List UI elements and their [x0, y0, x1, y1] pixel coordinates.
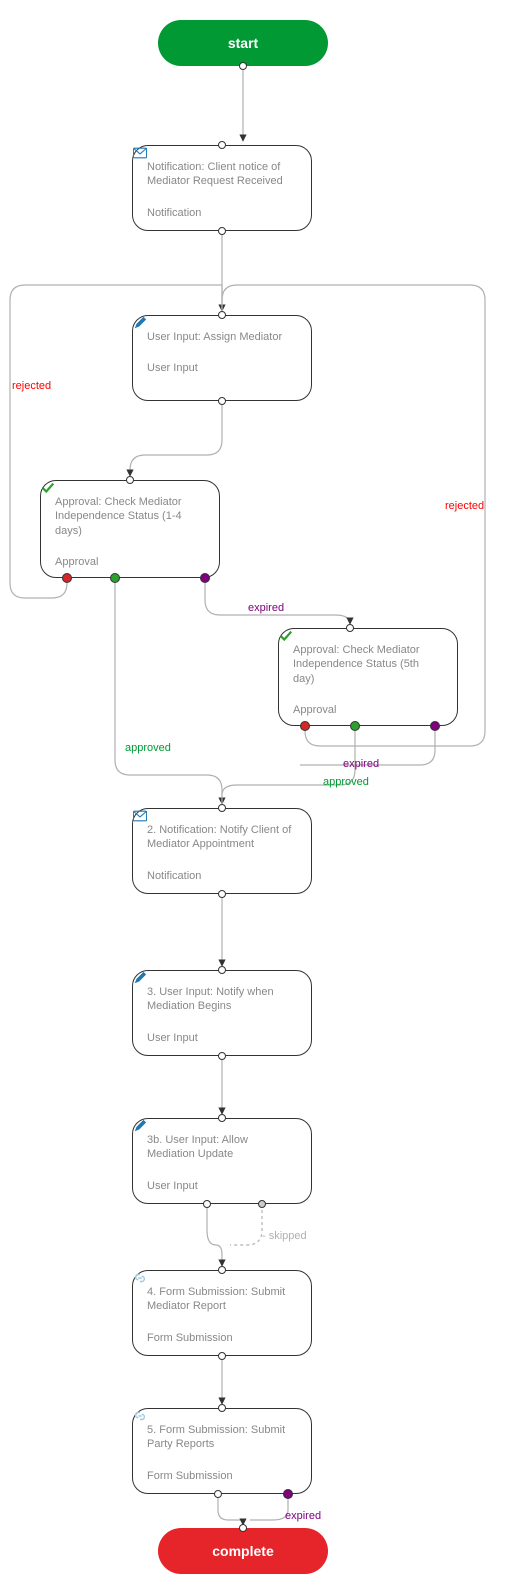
complete-terminal[interactable]: complete — [158, 1528, 328, 1574]
pencil-icon — [133, 971, 147, 985]
n7-in-port — [218, 1114, 226, 1122]
start-out-port — [239, 62, 247, 70]
label-expired-n3: expired — [248, 602, 284, 614]
n4-port-rejected — [300, 721, 310, 731]
n1-out-port — [218, 227, 226, 235]
n9-out-port — [214, 1490, 222, 1498]
n6-in-port — [218, 966, 226, 974]
node-title: 4. Form Submission: Submit Mediator Repo… — [147, 1285, 297, 1314]
label-rejected-right: rejected — [445, 500, 484, 512]
label-rejected-left: rejected — [12, 380, 51, 392]
node-notification-client-notice[interactable]: Notification: Client notice of Mediator … — [132, 145, 312, 231]
node-type-label: Form Submission — [147, 1470, 233, 1482]
node-title: 2. Notification: Notify Client of Mediat… — [147, 823, 297, 852]
label-expired-n9: expired — [285, 1510, 321, 1522]
node-type: Notification — [147, 207, 297, 219]
node-type-label: Notification — [147, 207, 201, 219]
n2-out-port — [218, 397, 226, 405]
node-userinput-assign-mediator[interactable]: User Input: Assign Mediator User Input — [132, 315, 312, 401]
node-title: User Input: Assign Mediator — [147, 330, 297, 344]
start-label: start — [228, 35, 258, 51]
pencil-icon — [133, 1119, 147, 1133]
n5-in-port — [218, 804, 226, 812]
n9-port-expired — [283, 1489, 293, 1499]
node-type: User Input — [147, 1180, 297, 1192]
n4-in-port — [346, 624, 354, 632]
start-terminal[interactable]: start — [158, 20, 328, 66]
node-type-label: Form Submission — [147, 1332, 233, 1344]
node-title: 3b. User Input: Allow Mediation Update — [147, 1133, 297, 1162]
node-form-submit-mediator-report[interactable]: 4. Form Submission: Submit Mediator Repo… — [132, 1270, 312, 1356]
node-type-label: User Input — [147, 1032, 198, 1044]
node-type-label: User Input — [147, 1180, 198, 1192]
n5-out-port — [218, 890, 226, 898]
node-type-label: User Input — [147, 362, 198, 374]
node-type: User Input — [147, 362, 297, 374]
node-approval-check-5th[interactable]: Approval: Check Mediator Independence St… — [278, 628, 458, 726]
complete-label: complete — [212, 1543, 273, 1559]
pencil-icon — [133, 316, 147, 330]
n4-port-expired — [430, 721, 440, 731]
node-title: Approval: Check Mediator Independence St… — [293, 643, 443, 686]
link-icon — [133, 1271, 147, 1285]
n7-skip-port — [258, 1200, 266, 1208]
n3-port-approved — [110, 573, 120, 583]
check-icon — [279, 629, 293, 643]
n3-port-rejected — [62, 573, 72, 583]
label-expired-n4: expired — [343, 758, 379, 770]
n3-port-expired — [200, 573, 210, 583]
complete-in-port — [239, 1524, 247, 1532]
n1-in-port — [218, 141, 226, 149]
node-type-label: Approval — [55, 556, 98, 568]
node-notification-notify-client[interactable]: 2. Notification: Notify Client of Mediat… — [132, 808, 312, 894]
node-title: Notification: Client notice of Mediator … — [147, 160, 297, 189]
node-type: Notification — [147, 870, 297, 882]
node-type: Approval — [293, 704, 443, 716]
node-form-submit-party-reports[interactable]: 5. Form Submission: Submit Party Reports… — [132, 1408, 312, 1494]
node-type-label: Approval — [293, 704, 336, 716]
node-type: Form Submission — [147, 1332, 297, 1344]
label-approved-n3: approved — [125, 742, 171, 754]
n2-in-port — [218, 311, 226, 319]
node-type: Approval — [55, 556, 205, 568]
node-approval-check-1-4[interactable]: Approval: Check Mediator Independence St… — [40, 480, 220, 578]
node-title: 3. User Input: Notify when Mediation Beg… — [147, 985, 297, 1014]
node-type: Form Submission — [147, 1470, 297, 1482]
link-icon — [133, 1409, 147, 1423]
node-userinput-allow-update[interactable]: 3b. User Input: Allow Mediation Update U… — [132, 1118, 312, 1204]
n8-in-port — [218, 1266, 226, 1274]
mail-icon — [133, 809, 147, 823]
n7-out-port — [203, 1200, 211, 1208]
node-userinput-notify-begins[interactable]: 3. User Input: Notify when Mediation Beg… — [132, 970, 312, 1056]
n9-in-port — [218, 1404, 226, 1412]
n3-in-port — [126, 476, 134, 484]
node-title: 5. Form Submission: Submit Party Reports — [147, 1423, 297, 1452]
mail-icon — [133, 146, 147, 160]
n8-out-port — [218, 1352, 226, 1360]
label-approved-n4: approved — [323, 776, 369, 788]
n6-out-port — [218, 1052, 226, 1060]
label-skipped: - skipped — [262, 1230, 307, 1242]
node-title: Approval: Check Mediator Independence St… — [55, 495, 205, 538]
node-type-label: Notification — [147, 870, 201, 882]
n4-port-approved — [350, 721, 360, 731]
node-type: User Input — [147, 1032, 297, 1044]
check-icon — [41, 481, 55, 495]
